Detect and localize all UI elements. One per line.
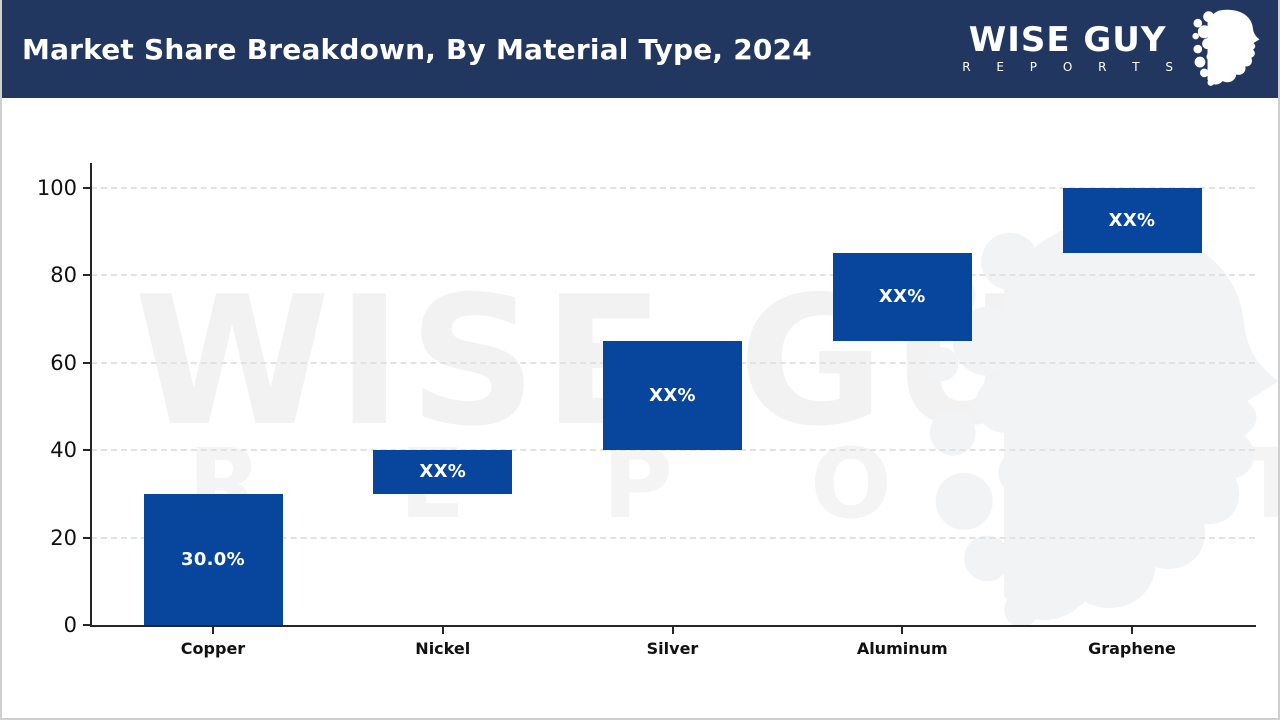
bar-value-label-silver: XX%: [649, 384, 696, 406]
logo-reports-label: R E P O R T S: [962, 60, 1184, 74]
y-tick-label-60: 60: [50, 350, 77, 375]
logo-face-icon: [1192, 9, 1260, 86]
y-tick-label-20: 20: [50, 525, 77, 550]
x-tick-silver: [671, 627, 674, 634]
bar-value-label-graphene: XX%: [1108, 209, 1156, 231]
gridline-40: [91, 449, 1255, 451]
x-tick-nickel: [441, 627, 444, 634]
x-category-label-silver: Silver: [646, 639, 699, 658]
logo-wiseguy-label: WISE GUY: [968, 20, 1167, 60]
y-tick-100: [83, 186, 91, 189]
logo-text: WISE GUY R E P O R T S: [951, 22, 1184, 74]
x-category-label-aluminum: Aluminum: [856, 639, 948, 658]
y-tick-label-80: 80: [50, 263, 77, 287]
page-title: Market Share Breakdown, By Material Type…: [22, 32, 812, 66]
y-axis-line: [90, 163, 92, 627]
bar-graphene: XX%: [1062, 187, 1202, 254]
y-tick-label-40: 40: [50, 438, 77, 462]
bar-copper: 30.0%: [143, 493, 283, 625]
x-axis-line: [90, 625, 1256, 627]
y-tick-0: [83, 624, 91, 626]
gridline-100: [91, 186, 1255, 189]
wise-guy-reports-logo: WISE GUY R E P O R T S: [951, 8, 1266, 88]
gridline-20: [91, 536, 1255, 539]
bar-value-label-copper: 30.0%: [181, 548, 245, 570]
bar-value-label-aluminum: XX%: [878, 286, 926, 308]
x-tick-aluminum: [901, 627, 904, 634]
y-tick-label-100: 100: [36, 175, 77, 200]
x-category-label-graphene: Graphene: [1088, 639, 1176, 658]
gridline-80: [91, 274, 1255, 276]
x-category-label-nickel: Nickel: [415, 639, 471, 658]
x-tick-graphene: [1131, 627, 1133, 634]
y-tick-40: [83, 449, 91, 451]
bar-aluminum: XX%: [832, 253, 972, 341]
y-tick-20: [83, 536, 91, 539]
header-bar: Market Share Breakdown, By Material Type…: [2, 0, 1278, 98]
y-tick-80: [83, 274, 91, 276]
x-category-label-copper: Copper: [180, 639, 246, 658]
bar-value-label-nickel: XX%: [419, 461, 467, 483]
bar-nickel: XX%: [373, 450, 513, 494]
x-tick-copper: [212, 627, 214, 634]
bar-silver: XX%: [603, 340, 742, 450]
y-tick-60: [83, 361, 91, 364]
y-tick-label-0: 0: [63, 613, 77, 637]
